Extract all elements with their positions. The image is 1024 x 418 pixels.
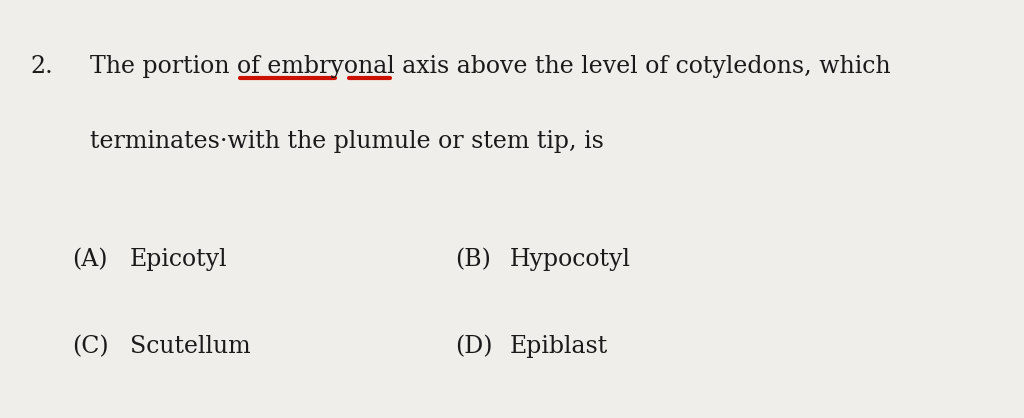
- Text: Scutellum: Scutellum: [130, 335, 251, 358]
- Text: (D): (D): [455, 335, 493, 358]
- Text: Hypocotyl: Hypocotyl: [510, 248, 631, 271]
- Text: 2.: 2.: [30, 55, 53, 78]
- Text: Epiblast: Epiblast: [510, 335, 608, 358]
- Text: The portion of embryonal axis above the level of cotyledons, which: The portion of embryonal axis above the …: [90, 55, 891, 78]
- Text: (A): (A): [72, 248, 108, 271]
- Text: (B): (B): [455, 248, 490, 271]
- Text: Epicotyl: Epicotyl: [130, 248, 227, 271]
- Text: (C): (C): [72, 335, 109, 358]
- Text: terminates·with the plumule or stem tip, is: terminates·with the plumule or stem tip,…: [90, 130, 604, 153]
